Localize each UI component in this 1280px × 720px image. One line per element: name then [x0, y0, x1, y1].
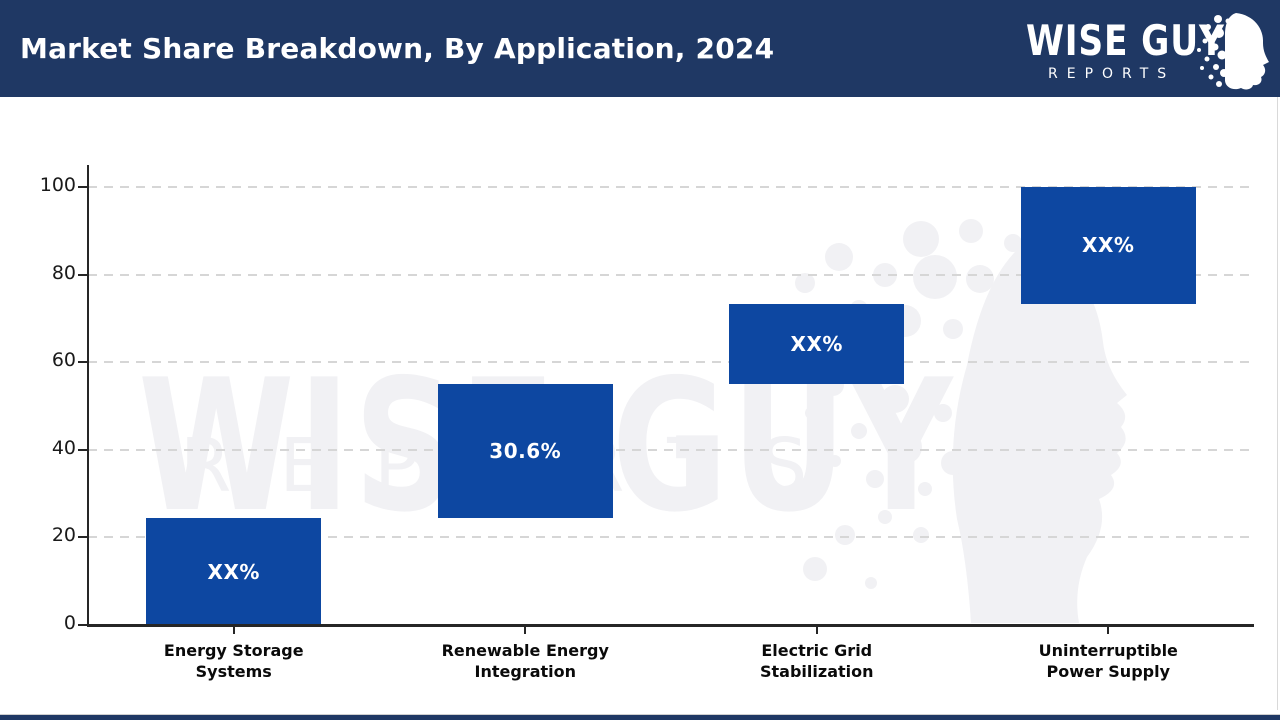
page-title: Market Share Breakdown, By Application, … — [20, 32, 775, 65]
bar-value-label: XX% — [790, 331, 843, 356]
y-axis-tick — [78, 186, 87, 188]
gridline — [88, 536, 1254, 539]
y-axis-tick-label: 80 — [51, 261, 76, 284]
wiseguy-logo: WISE GUY REPORTS — [1026, 12, 1269, 89]
y-axis-tick — [78, 624, 87, 626]
logo-face-icon — [1197, 12, 1269, 89]
footer-divider — [0, 714, 1280, 715]
category-label: Uninterruptible Power Supply — [1038, 641, 1178, 682]
gridline — [88, 361, 1254, 364]
plot-area: WISE GUY REPORTS — [0, 97, 1280, 715]
y-axis-tick — [78, 536, 87, 539]
x-axis-tick — [815, 627, 818, 634]
gridline — [88, 448, 1254, 451]
bar-value-label: XX% — [1082, 233, 1135, 258]
bar-value-label: XX% — [207, 559, 260, 584]
x-axis-tick — [232, 627, 235, 634]
y-axis-tick — [78, 273, 87, 276]
y-axis-tick-label: 20 — [51, 524, 76, 547]
y-axis-line — [87, 165, 89, 626]
header: Market Share Breakdown, By Application, … — [0, 0, 1280, 97]
bar-value-label: 30.6% — [489, 439, 562, 464]
category-label: Electric Grid Stabilization — [760, 641, 874, 682]
bar-segment: XX% — [1020, 187, 1196, 304]
y-axis-tick-label: 40 — [51, 436, 76, 459]
bar-segment: XX% — [729, 303, 905, 385]
footer-bar — [0, 715, 1280, 720]
y-axis-tick — [78, 448, 87, 451]
x-axis-line — [87, 624, 1254, 627]
category-label: Energy Storage Systems — [163, 641, 304, 682]
logo-subtext: REPORTS — [1048, 66, 1175, 82]
y-axis-tick-label: 60 — [51, 349, 76, 372]
y-axis-tick — [78, 361, 87, 364]
x-axis-tick — [524, 627, 527, 634]
logo-wordmark: WISE GUY — [1026, 16, 1225, 65]
category-label: Renewable Energy Integration — [441, 641, 609, 682]
gridline — [88, 273, 1254, 276]
bar-segment: 30.6% — [437, 384, 613, 519]
gridline — [88, 186, 1254, 188]
bar-segment: XX% — [146, 518, 322, 625]
x-axis-tick — [1107, 627, 1110, 634]
y-axis-tick-label: 100 — [39, 174, 76, 196]
plot-right-border — [1277, 97, 1278, 710]
y-axis-tick-label: 0 — [63, 612, 76, 634]
